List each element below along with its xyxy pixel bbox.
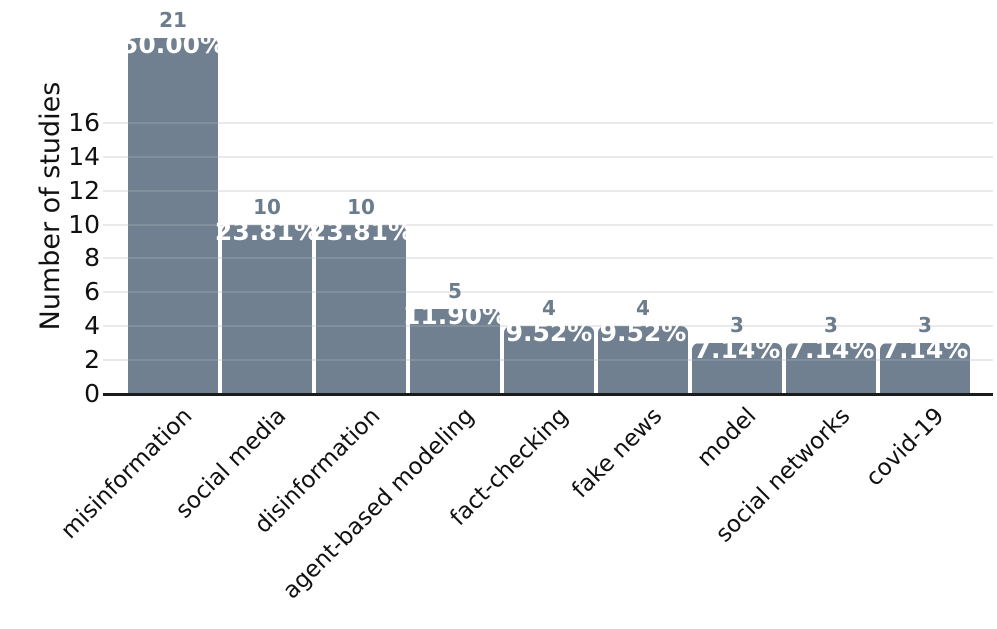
bar-percent-label: 7.14% xyxy=(693,335,781,365)
gridline-overlay xyxy=(103,325,993,328)
gridline xyxy=(103,291,993,294)
bar-count-label: 3 xyxy=(730,313,744,338)
bar-count-label: 3 xyxy=(824,313,838,338)
x-axis-line xyxy=(103,393,993,396)
y-tick-label: 4 xyxy=(84,311,100,341)
bar-count-label: 5 xyxy=(448,279,462,304)
bar-agent-based-modeling xyxy=(410,309,500,394)
y-tick-label: 14 xyxy=(68,141,100,171)
bar-model xyxy=(692,343,782,394)
bar-count-label: 4 xyxy=(542,296,556,321)
bar-social-networks xyxy=(786,343,876,394)
gridline xyxy=(103,223,993,226)
gridline xyxy=(103,189,993,192)
gridline-overlay xyxy=(103,359,993,362)
bar-count-label: 3 xyxy=(918,313,932,338)
bar-percent-label: 9.52% xyxy=(505,318,593,348)
y-tick-label: 0 xyxy=(84,379,100,408)
gridline xyxy=(103,257,993,260)
y-tick-label: 10 xyxy=(68,209,100,239)
bar-count-label: 10 xyxy=(347,194,375,219)
bar-percent-label: 7.14% xyxy=(787,335,875,365)
gridline-overlay xyxy=(103,189,993,192)
y-tick-label: 12 xyxy=(68,175,100,205)
bar-count-label: 21 xyxy=(159,8,187,33)
gridline xyxy=(103,155,993,158)
y-tick-label: 6 xyxy=(84,277,100,307)
y-tick-label: 8 xyxy=(84,243,100,273)
bar-percent-label: 7.14% xyxy=(881,335,969,365)
gridline-overlay xyxy=(103,223,993,226)
bar-percent-label: 50.00% xyxy=(120,30,226,60)
bar-percent-label: 23.81% xyxy=(214,216,320,246)
bar-percent-label: 9.52% xyxy=(599,318,687,348)
bar-fake-news xyxy=(598,326,688,394)
gridline xyxy=(103,121,993,124)
bar-count-label: 10 xyxy=(253,194,281,219)
gridline-overlay xyxy=(103,291,993,294)
bar-percent-label: 23.81% xyxy=(308,216,414,246)
y-tick-label: 16 xyxy=(68,107,100,137)
bar-count-label: 4 xyxy=(636,296,650,321)
bar-covid-19 xyxy=(880,343,970,394)
gridline-overlay xyxy=(103,121,993,124)
bar-percent-label: 11.90% xyxy=(402,301,508,331)
gridline-overlay xyxy=(103,155,993,158)
y-tick-label: 2 xyxy=(84,345,100,375)
bar-disinformation xyxy=(316,224,406,394)
bar-social-media xyxy=(222,224,312,394)
gridline-overlay xyxy=(103,257,993,260)
bar-misinformation xyxy=(128,38,218,394)
bar-fact-checking xyxy=(504,326,594,394)
